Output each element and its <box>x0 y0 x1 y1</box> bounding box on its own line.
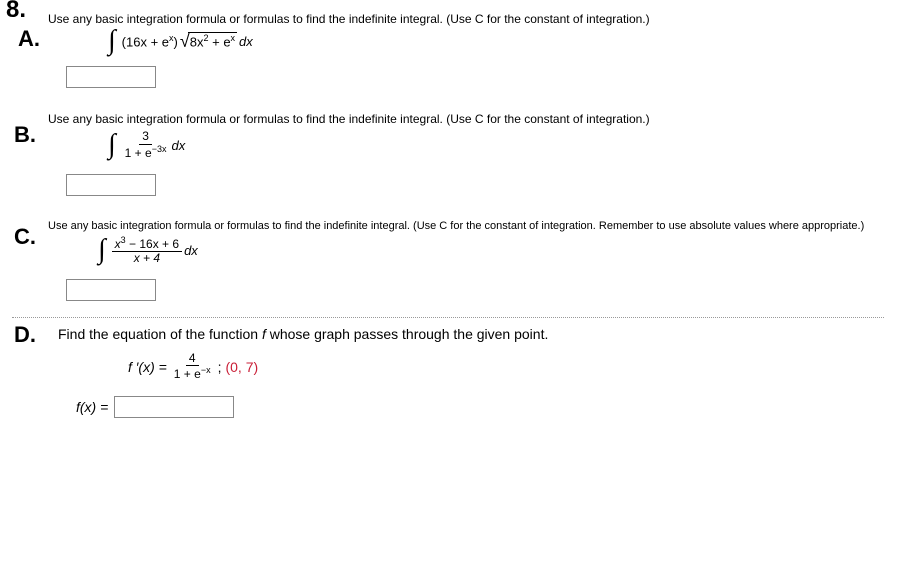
part-c: C. Use any basic integration formula or … <box>20 220 884 301</box>
formula-d: f ′(x) = 4 1 + e−x ; (0, 7) <box>128 352 884 381</box>
formula-a: ∫ (16x + ex) √ 8x2 + ex dx <box>108 30 884 52</box>
prompt-d: Find the equation of the function f whos… <box>58 326 884 342</box>
answer-input-a[interactable] <box>66 66 156 88</box>
answer-input-d[interactable] <box>114 396 234 418</box>
formula-b: ∫ 3 1 + e−3x dx <box>108 130 884 159</box>
prompt-b: Use any basic integration formula or for… <box>48 112 884 126</box>
part-a: A. Use any basic integration formula or … <box>20 12 884 88</box>
answer-input-b[interactable] <box>66 174 156 196</box>
prompt-c: Use any basic integration formula or for… <box>48 220 884 232</box>
part-label-d: D. <box>14 322 36 348</box>
given-point: (0, 7) <box>225 359 258 375</box>
part-label-a: A. <box>18 26 40 52</box>
formula-c: ∫ x3 − 16x + 6 x + 4 dx <box>98 236 884 265</box>
fx-line: f(x) = <box>76 396 884 418</box>
part-d: D. Find the equation of the function f w… <box>20 326 884 417</box>
answer-input-c[interactable] <box>66 279 156 301</box>
separator <box>12 317 884 318</box>
part-label-b: B. <box>14 122 36 148</box>
prompt-a: Use any basic integration formula or for… <box>48 12 884 26</box>
part-label-c: C. <box>14 224 36 250</box>
part-b: B. Use any basic integration formula or … <box>20 112 884 195</box>
